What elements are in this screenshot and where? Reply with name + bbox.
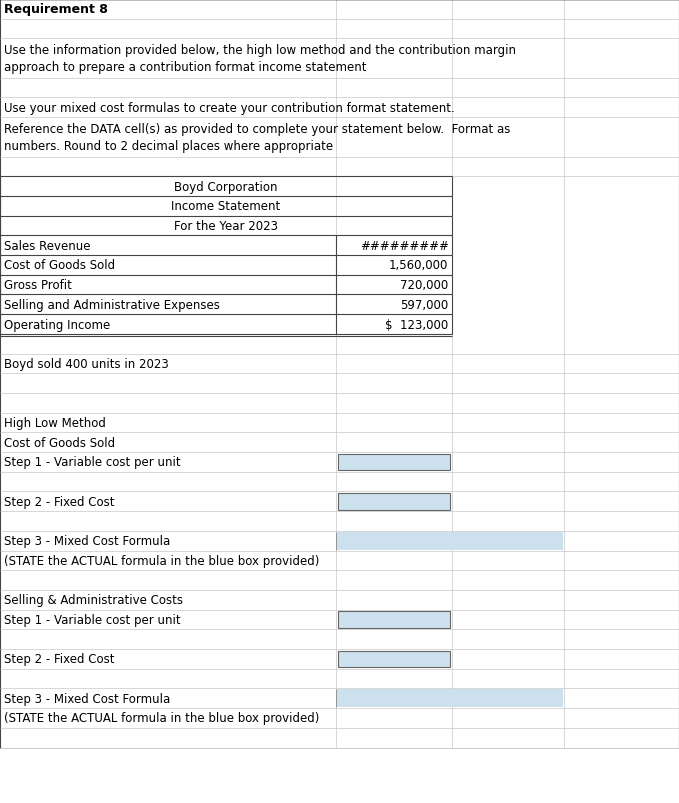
Text: Boyd sold 400 units in 2023: Boyd sold 400 units in 2023 bbox=[4, 357, 169, 370]
Text: Selling & Administrative Costs: Selling & Administrative Costs bbox=[4, 593, 183, 606]
Text: Step 3 - Mixed Cost Formula: Step 3 - Mixed Cost Formula bbox=[4, 535, 170, 548]
Text: Step 2 - Fixed Cost: Step 2 - Fixed Cost bbox=[4, 495, 115, 508]
Text: $  123,000: $ 123,000 bbox=[385, 318, 449, 331]
Bar bbox=[337, 611, 450, 628]
Text: Selling and Administrative Expenses: Selling and Administrative Expenses bbox=[4, 299, 220, 312]
Text: Cost of Goods Sold: Cost of Goods Sold bbox=[4, 436, 115, 449]
Text: Operating Income: Operating Income bbox=[4, 318, 110, 331]
Text: Step 1 - Variable cost per unit: Step 1 - Variable cost per unit bbox=[4, 456, 181, 469]
Bar bbox=[337, 454, 450, 471]
Text: 597,000: 597,000 bbox=[401, 299, 449, 312]
Text: 1,560,000: 1,560,000 bbox=[389, 259, 449, 272]
Text: Gross Profit: Gross Profit bbox=[4, 279, 72, 291]
Text: Cost of Goods Sold: Cost of Goods Sold bbox=[4, 259, 115, 272]
Text: Requirement 8: Requirement 8 bbox=[4, 3, 108, 16]
Text: Boyd Corporation: Boyd Corporation bbox=[174, 181, 278, 194]
Bar bbox=[337, 690, 563, 707]
Bar bbox=[337, 650, 450, 667]
Bar bbox=[337, 493, 450, 510]
Text: Income Statement: Income Statement bbox=[171, 200, 280, 213]
Text: numbers. Round to 2 decimal places where appropriate: numbers. Round to 2 decimal places where… bbox=[4, 140, 333, 153]
Text: approach to prepare a contribution format income statement: approach to prepare a contribution forma… bbox=[4, 61, 367, 74]
Text: Reference the DATA cell(s) as provided to complete your statement below.  Format: Reference the DATA cell(s) as provided t… bbox=[4, 123, 511, 136]
Text: Step 1 - Variable cost per unit: Step 1 - Variable cost per unit bbox=[4, 613, 181, 626]
Bar bbox=[337, 532, 563, 550]
Bar bbox=[337, 650, 450, 667]
Text: Use your mixed cost formulas to create your contribution format statement.: Use your mixed cost formulas to create y… bbox=[4, 102, 455, 115]
Text: Step 3 - Mixed Cost Formula: Step 3 - Mixed Cost Formula bbox=[4, 692, 170, 705]
Text: 720,000: 720,000 bbox=[401, 279, 449, 291]
Bar bbox=[337, 454, 450, 471]
Text: #########: ######### bbox=[360, 239, 449, 252]
Bar bbox=[337, 611, 450, 628]
Text: High Low Method: High Low Method bbox=[4, 417, 106, 430]
Text: Use the information provided below, the high low method and the contribution mar: Use the information provided below, the … bbox=[4, 44, 516, 57]
Text: (STATE the ACTUAL formula in the blue box provided): (STATE the ACTUAL formula in the blue bo… bbox=[4, 711, 319, 724]
Bar bbox=[337, 493, 450, 510]
Text: For the Year 2023: For the Year 2023 bbox=[174, 220, 278, 233]
Text: Step 2 - Fixed Cost: Step 2 - Fixed Cost bbox=[4, 653, 115, 666]
Text: Sales Revenue: Sales Revenue bbox=[4, 239, 90, 252]
Text: (STATE the ACTUAL formula in the blue box provided): (STATE the ACTUAL formula in the blue bo… bbox=[4, 554, 319, 567]
